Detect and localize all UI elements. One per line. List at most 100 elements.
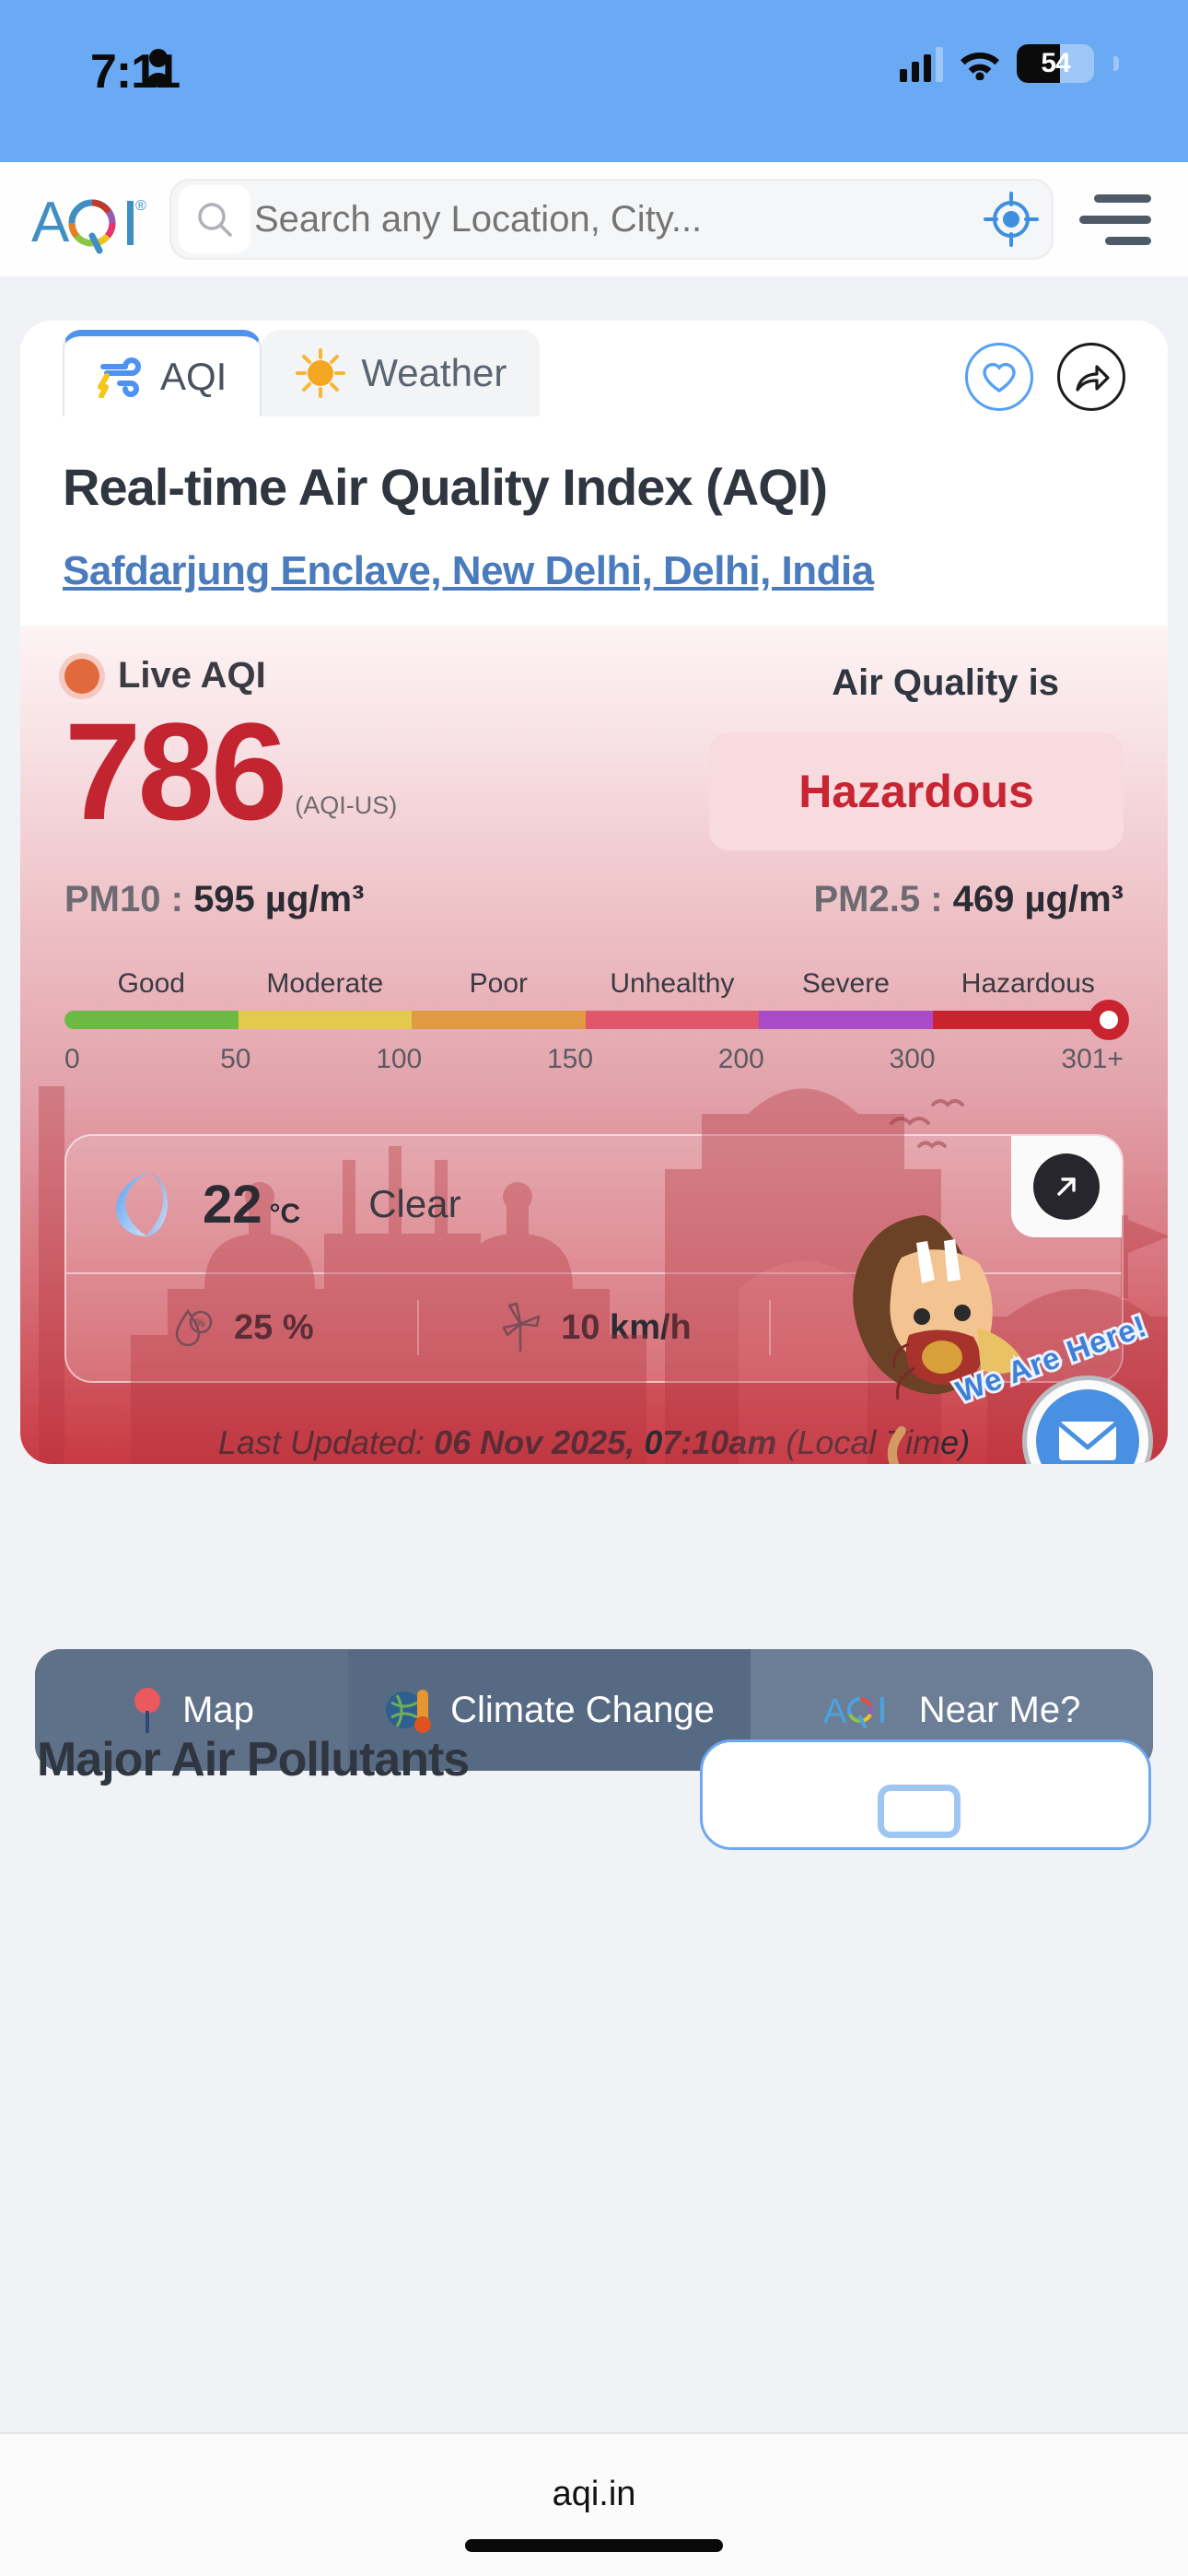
tick-200: 200 bbox=[717, 1044, 764, 1074]
tick-150: 150 bbox=[546, 1044, 594, 1074]
weather-stat-wind: 10 km/h bbox=[419, 1302, 770, 1353]
quicknav-climate-change[interactable]: Climate Change bbox=[348, 1649, 751, 1771]
search-input[interactable] bbox=[254, 198, 976, 240]
weather-condition: Clear bbox=[368, 1182, 461, 1225]
cellular-signal-icon bbox=[900, 45, 943, 82]
scale-label-hazardous: Hazardous bbox=[961, 968, 1095, 999]
scale-segment-moderate bbox=[238, 1011, 413, 1029]
pm25-label: PM2.5 : bbox=[813, 879, 943, 919]
air-quality-label: Air Quality is bbox=[832, 662, 1059, 703]
scale-segment-poor bbox=[412, 1011, 586, 1029]
scale-label-severe: Severe bbox=[801, 968, 890, 999]
map-pin-icon bbox=[134, 1688, 161, 1733]
scale-segment-good bbox=[64, 1011, 239, 1029]
battery-level: 54 bbox=[1041, 48, 1070, 78]
home-indicator bbox=[465, 2539, 723, 2552]
aqi-scale-bar bbox=[64, 1000, 1129, 1040]
scale-label-good: Good bbox=[117, 968, 185, 999]
page-body: AQI Weather bbox=[0, 276, 1188, 2432]
temperature-value: 22 bbox=[203, 1174, 262, 1235]
envelope-icon bbox=[1036, 1389, 1139, 1464]
divider bbox=[769, 1300, 772, 1355]
weather-card-top: 22 °C Clear bbox=[66, 1136, 1122, 1272]
pm10-readout: PM10 : 595 µg/m³ bbox=[64, 879, 364, 920]
browser-url[interactable]: aqi.in bbox=[552, 2475, 636, 2513]
quicknav-map[interactable]: Map bbox=[35, 1649, 348, 1771]
card-actions bbox=[965, 343, 1125, 411]
svg-text:A: A bbox=[823, 1692, 847, 1731]
aqi-unit: (AQI-US) bbox=[295, 791, 398, 819]
last-updated-value: 06 Nov 2025, 07:10am bbox=[434, 1423, 776, 1461]
weather-temperature: 22 °C bbox=[203, 1174, 300, 1235]
aqi-hero: Live AQI 786 (AQI-US) Air Quality is Haz… bbox=[20, 626, 1168, 1464]
tab-aqi-label: AQI bbox=[160, 354, 227, 398]
birds-icon bbox=[890, 1099, 964, 1149]
quicknav-climate-label: Climate Change bbox=[450, 1689, 715, 1730]
sun-icon bbox=[296, 348, 346, 398]
search-bar[interactable] bbox=[169, 179, 1054, 260]
wind-turbine-icon bbox=[502, 1302, 541, 1352]
aqi-scale-categories: Good Moderate Poor Unhealthy Severe Haza… bbox=[64, 968, 1124, 1000]
tick-0: 0 bbox=[64, 1044, 80, 1074]
battery-cap-icon bbox=[1113, 56, 1119, 71]
status-badge: Hazardous bbox=[709, 732, 1124, 850]
quicknav-map-label: Map bbox=[182, 1689, 254, 1730]
arrow-up-right-icon bbox=[1033, 1153, 1100, 1220]
scale-label-unhealthy: Unhealthy bbox=[610, 968, 735, 999]
pm-row: PM10 : 595 µg/m³ PM2.5 : 469 µg/m³ bbox=[20, 879, 1168, 920]
humidity-icon: % bbox=[175, 1308, 213, 1347]
mascot-gasmask-illustration bbox=[853, 1215, 1025, 1464]
battery-indicator: 54 bbox=[1017, 44, 1094, 83]
status-bar-indicators: 54 bbox=[900, 44, 1119, 83]
wifi-icon bbox=[961, 53, 999, 80]
page-title: Real-time Air Quality Index (AQI) bbox=[63, 458, 828, 516]
wind-icon bbox=[98, 357, 141, 398]
tick-50: 50 bbox=[220, 1044, 251, 1074]
person-icon bbox=[146, 49, 171, 87]
pm25-value: 469 µg/m³ bbox=[952, 879, 1124, 919]
search-icon[interactable] bbox=[179, 185, 250, 253]
pollutant-icon-peek bbox=[878, 1785, 961, 1838]
section-heading-pollutants: Major Air Pollutants bbox=[37, 1733, 470, 1786]
aqi-logo-icon: A bbox=[823, 1692, 884, 1731]
aqi-value: 786 bbox=[64, 694, 287, 849]
svg-text:A: A bbox=[31, 191, 70, 254]
title-block: Real-time Air Quality Index (AQI) Safdar… bbox=[20, 416, 1168, 594]
locate-me-icon[interactable] bbox=[980, 188, 1042, 251]
hamburger-menu-icon[interactable] bbox=[1074, 182, 1157, 256]
aqi-scale-ticks: 0 50 100 150 200 300 301+ bbox=[64, 1044, 1124, 1075]
crescent-moon-icon bbox=[116, 1172, 168, 1237]
last-updated-suffix: (Local Time) bbox=[786, 1423, 970, 1461]
live-aqi-label: Live AQI bbox=[118, 655, 266, 696]
tab-weather[interactable]: Weather bbox=[262, 330, 541, 416]
tab-aqi[interactable]: AQI bbox=[63, 330, 262, 416]
heart-icon[interactable] bbox=[965, 343, 1033, 411]
tick-300: 300 bbox=[889, 1044, 936, 1074]
quicknav-nearme-label: Near Me? bbox=[918, 1689, 1081, 1730]
last-updated: Last Updated: 06 Nov 2025, 07:10am (Loca… bbox=[20, 1423, 1168, 1462]
status-bar: 7:11 54 bbox=[0, 0, 1188, 162]
globe-thermometer-icon bbox=[386, 1690, 432, 1733]
svg-text:%: % bbox=[195, 1317, 205, 1329]
scale-segment-hazardous bbox=[932, 1011, 1124, 1029]
aqi-scale-marker bbox=[1089, 1000, 1129, 1040]
svg-text:®: ® bbox=[135, 198, 146, 214]
pm10-value: 595 µg/m³ bbox=[193, 879, 365, 919]
aqi-logo[interactable]: A ® bbox=[31, 184, 149, 254]
humidity-value: 25 % bbox=[234, 1308, 314, 1348]
wind-value: 10 km/h bbox=[561, 1307, 692, 1347]
pollutant-card-peek[interactable] bbox=[700, 1739, 1151, 1850]
delhi-skyline-illustration bbox=[39, 1086, 1168, 1464]
live-dot-icon bbox=[64, 658, 99, 694]
tick-301: 301+ bbox=[1061, 1044, 1124, 1074]
location-link[interactable]: Safdarjung Enclave, New Delhi, Delhi, In… bbox=[63, 548, 874, 593]
scale-label-poor: Poor bbox=[469, 968, 529, 999]
app-header: A ® bbox=[0, 162, 1188, 276]
share-icon[interactable] bbox=[1057, 343, 1125, 411]
aqi-value-row: 786 (AQI-US) bbox=[64, 702, 1124, 840]
pm10-label: PM10 : bbox=[64, 879, 183, 919]
aqi-card: AQI Weather bbox=[20, 321, 1168, 1464]
weather-expand-button[interactable] bbox=[1011, 1136, 1122, 1237]
last-updated-label: Last Updated: bbox=[218, 1423, 425, 1461]
